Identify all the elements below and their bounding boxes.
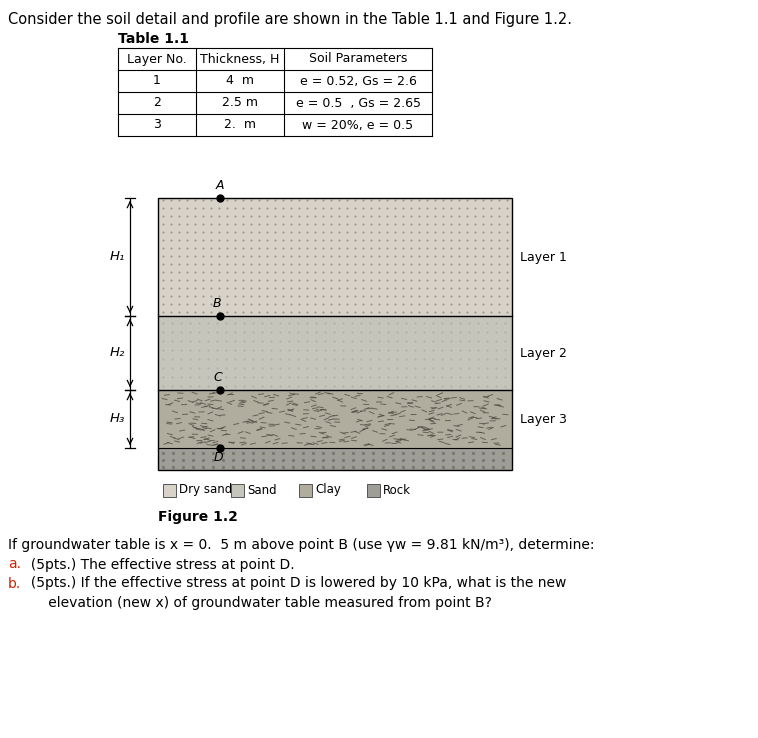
Text: Soil Parameters: Soil Parameters: [309, 52, 407, 66]
Text: w = 20%, e = 0.5: w = 20%, e = 0.5: [302, 119, 414, 131]
Text: Sand: Sand: [247, 483, 277, 497]
Bar: [158, 390, 512, 448]
Text: H₃: H₃: [110, 413, 125, 426]
Bar: [158, 198, 512, 470]
Text: Layer No.: Layer No.: [127, 52, 187, 66]
Text: 1: 1: [153, 75, 161, 88]
Text: Rock: Rock: [383, 483, 411, 497]
Text: B: B: [213, 297, 221, 310]
Text: Dry sand: Dry sand: [179, 483, 232, 497]
Text: b.: b.: [8, 576, 21, 590]
Text: 3: 3: [153, 119, 161, 131]
Text: A: A: [216, 179, 224, 192]
Bar: [158, 316, 512, 390]
Bar: [158, 198, 512, 316]
Text: If groundwater table is x = 0.  5 m above point B (use γw = 9.81 kN/m³), determi: If groundwater table is x = 0. 5 m above…: [8, 539, 594, 553]
Text: Consider the soil detail and profile are shown in the Table 1.1 and Figure 1.2.: Consider the soil detail and profile are…: [8, 12, 572, 27]
Text: H₁: H₁: [110, 250, 125, 263]
Bar: [299, 483, 312, 497]
Text: Layer 1: Layer 1: [520, 250, 567, 263]
Bar: [163, 483, 176, 497]
Text: 4  m: 4 m: [226, 75, 254, 88]
Bar: [158, 448, 512, 470]
Bar: [367, 483, 380, 497]
Text: Figure 1.2: Figure 1.2: [158, 511, 238, 525]
Text: 2.  m: 2. m: [224, 119, 256, 131]
Text: Table 1.1: Table 1.1: [118, 32, 189, 46]
Text: e = 0.52, Gs = 2.6: e = 0.52, Gs = 2.6: [299, 75, 416, 88]
Text: Clay: Clay: [315, 483, 341, 497]
Text: a.: a.: [8, 557, 21, 571]
Text: e = 0.5  , Gs = 2.65: e = 0.5 , Gs = 2.65: [296, 97, 421, 109]
Text: H₂: H₂: [110, 347, 125, 359]
Text: Layer 2: Layer 2: [520, 347, 567, 359]
Text: Layer 3: Layer 3: [520, 413, 567, 426]
Text: D: D: [213, 451, 223, 464]
Text: 2.5 m: 2.5 m: [222, 97, 258, 109]
Bar: [231, 483, 244, 497]
Text: C: C: [214, 371, 222, 384]
Text: elevation (new x) of groundwater table measured from point B?: elevation (new x) of groundwater table m…: [22, 596, 492, 610]
Text: Thickness, H: Thickness, H: [200, 52, 280, 66]
Text: (5pts.) If the effective stress at point D is lowered by 10 kPa, what is the new: (5pts.) If the effective stress at point…: [22, 576, 566, 590]
Text: (5pts.) The effective stress at point D.: (5pts.) The effective stress at point D.: [22, 557, 295, 571]
Text: 2: 2: [153, 97, 161, 109]
